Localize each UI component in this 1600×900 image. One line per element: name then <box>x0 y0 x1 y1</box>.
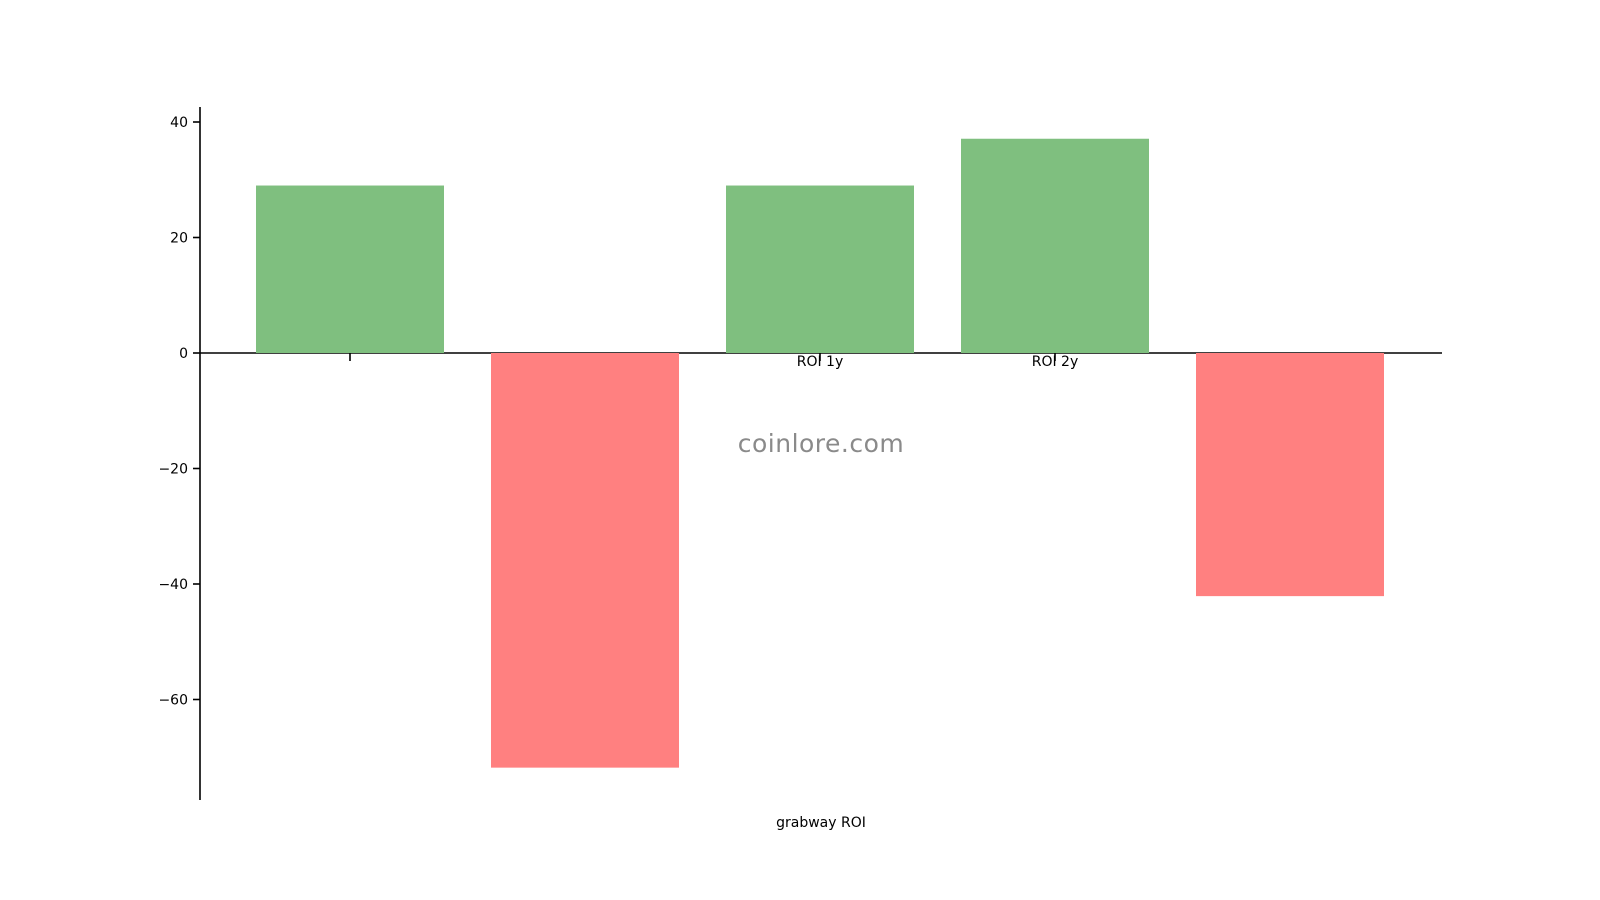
bar-roi-2y <box>961 138 1149 353</box>
bar-category-1 <box>256 185 444 353</box>
y-tick-label: 40 <box>170 115 188 131</box>
bar-category-5 <box>1196 353 1384 597</box>
y-tick-label: −20 <box>158 462 188 478</box>
bar-category-2 <box>491 353 679 768</box>
x-tick-label: ROI 1y <box>797 354 844 370</box>
y-tick-label: −40 <box>158 577 188 593</box>
watermark-text: coinlore.com <box>737 429 905 458</box>
y-tick-label: 20 <box>170 231 188 247</box>
x-tick-label: ROI 2y <box>1032 354 1079 370</box>
y-tick-label: −60 <box>158 693 188 709</box>
y-tick-label: 0 <box>179 346 188 362</box>
chart-x-axis-title: grabway ROI <box>776 815 866 831</box>
bar-roi-1y <box>726 185 914 353</box>
